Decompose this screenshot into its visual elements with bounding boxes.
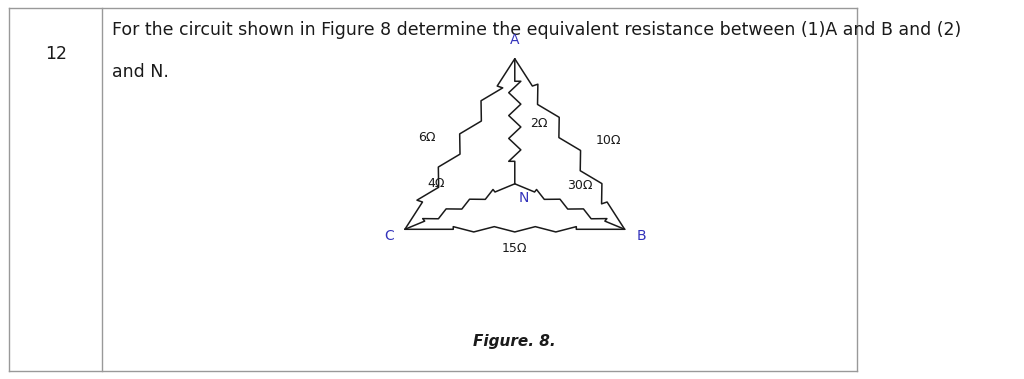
- Text: 4Ω: 4Ω: [427, 177, 444, 190]
- Text: For the circuit shown in Figure 8 determine the equivalent resistance between (1: For the circuit shown in Figure 8 determ…: [113, 21, 962, 39]
- Text: 6Ω: 6Ω: [418, 131, 435, 144]
- Text: and N.: and N.: [113, 63, 169, 80]
- Text: 30Ω: 30Ω: [566, 179, 592, 192]
- Text: 10Ω: 10Ω: [595, 134, 621, 147]
- Text: 12: 12: [45, 45, 68, 63]
- Text: 15Ω: 15Ω: [502, 242, 527, 255]
- Text: B: B: [637, 229, 646, 243]
- Text: A: A: [510, 33, 519, 47]
- Text: 2Ω: 2Ω: [530, 117, 548, 130]
- Text: N: N: [519, 191, 529, 205]
- Text: C: C: [384, 229, 393, 243]
- Text: Figure. 8.: Figure. 8.: [473, 334, 556, 349]
